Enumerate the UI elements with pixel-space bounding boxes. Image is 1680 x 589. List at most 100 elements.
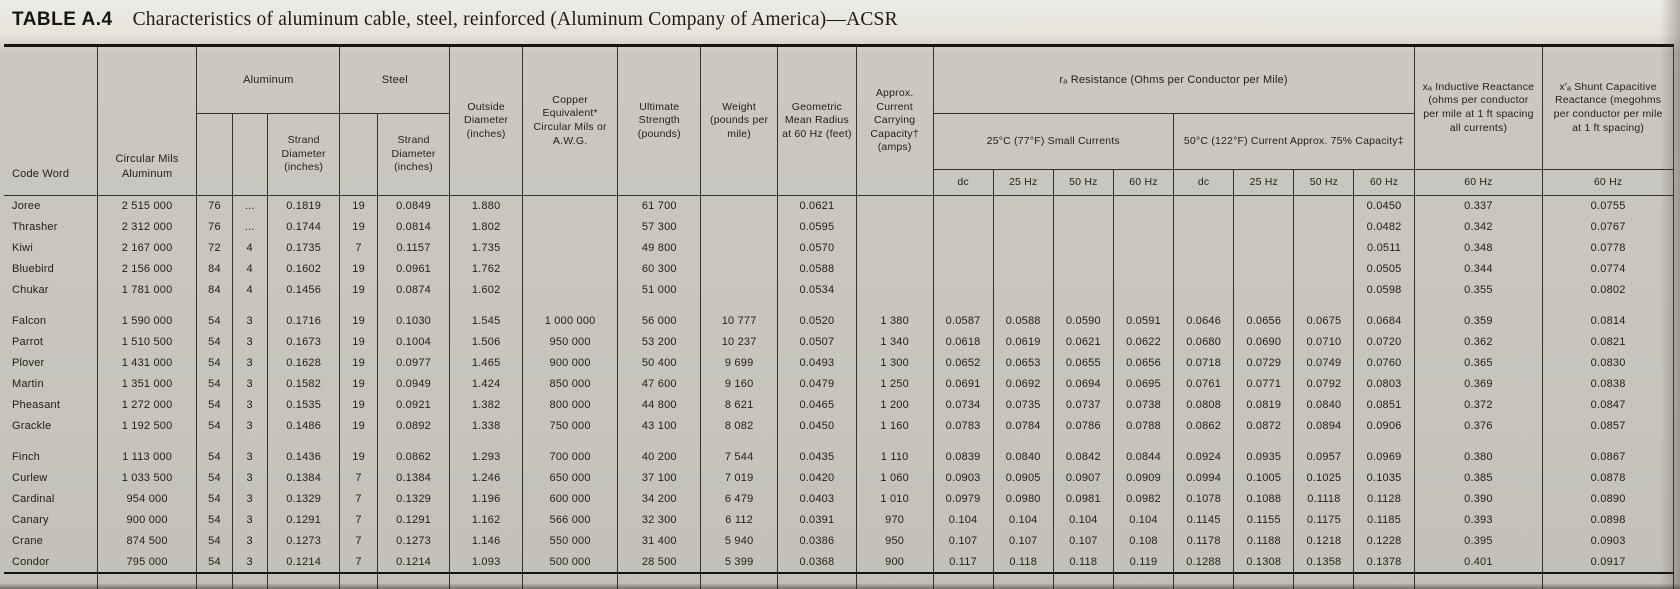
value-cell <box>1173 279 1234 301</box>
value-cell: 7 <box>339 467 378 489</box>
value-cell <box>196 572 233 589</box>
code-word-cell: Parrot <box>12 336 44 348</box>
value-cell: 3 <box>231 530 268 552</box>
value-cell: 2 515 000 <box>96 195 197 217</box>
table-row: Pheasant 1 272 000 54 3 0.1535 19 0.0921 1.382 8… <box>4 394 1674 416</box>
value-cell: 43 100 <box>617 415 701 437</box>
table-row: Cardinal 954 000 54 3 0.1329 7 0.1329 1.196 600 … <box>4 488 1674 510</box>
value-cell: 0.0862 <box>376 436 450 468</box>
value-cell: 1.465 <box>449 352 523 374</box>
value-cell <box>700 195 778 217</box>
value-cell: 600 000 <box>521 488 618 510</box>
value-cell: 3 <box>231 300 268 332</box>
value-cell: 566 000 <box>521 509 618 531</box>
value-cell: 3 <box>231 509 268 531</box>
value-cell <box>700 258 778 280</box>
code-word-cell: Finch <box>12 451 40 463</box>
value-cell <box>992 195 1054 217</box>
col-header-weight: Weight (pounds per mile) <box>700 45 778 196</box>
table-row: Parrot 1 510 500 54 3 0.1673 19 0.1004 1.506 950… <box>4 331 1674 353</box>
value-cell: 0.104 <box>932 509 994 531</box>
value-cell: 53 200 <box>617 331 701 353</box>
value-cell: 19 <box>339 195 378 217</box>
value-cell <box>855 258 933 280</box>
value-cell: 4 <box>231 279 268 301</box>
col-header-geometric-mean-radius: Geometric Mean Radius at 60 Hz (feet) <box>776 45 857 196</box>
value-cell <box>1233 258 1294 280</box>
value-cell <box>1112 279 1174 301</box>
value-cell: 1 000 000 <box>521 300 618 332</box>
value-cell: 1 590 000 <box>96 300 197 332</box>
table-row: Thrasher 2 312 000 76... 0.1744 19 0.0814 1.80… <box>4 216 1674 238</box>
table-number-label: TABLE A.4 <box>12 9 113 30</box>
col-header-circular-mils: Circular Mils Aluminum <box>96 45 198 196</box>
value-cell: 0.0830 <box>1542 352 1674 374</box>
value-cell: 0.0814 <box>376 216 450 238</box>
value-cell: 0.108 <box>1112 530 1174 552</box>
value-cell: 0.1384 <box>266 467 340 489</box>
value-cell: 0.1329 <box>266 488 340 510</box>
value-cell <box>1173 572 1234 589</box>
value-cell: 0.1486 <box>266 415 340 437</box>
value-cell: 2 312 000 <box>96 216 197 238</box>
value-cell: 0.0656 <box>1112 352 1174 374</box>
value-cell <box>1173 195 1234 217</box>
value-cell: 0.401 <box>1413 551 1543 574</box>
table-row: Canary 900 000 54 3 0.1291 7 0.1291 1.162 566 00… <box>4 509 1674 531</box>
value-cell: 0.1005 <box>1233 467 1294 489</box>
value-cell: 0.0368 <box>776 551 857 574</box>
value-cell: 954 000 <box>96 488 197 510</box>
value-cell: 0.0618 <box>932 331 994 353</box>
value-cell: 3 <box>231 551 268 574</box>
col-header-25c-60hz: 60 Hz <box>1112 169 1175 196</box>
value-cell: 19 <box>339 300 378 332</box>
value-cell <box>1112 216 1174 238</box>
value-cell: 0.359 <box>1413 300 1543 332</box>
value-cell: 0.104 <box>1112 509 1174 531</box>
value-cell: 0.0680 <box>1173 331 1234 353</box>
table-header: Code Word Circular Mils Aluminum Aluminu… <box>4 45 1674 196</box>
value-cell: 47 600 <box>617 373 701 395</box>
value-cell: 54 <box>196 373 233 395</box>
value-cell: 0.393 <box>1413 509 1543 531</box>
value-cell: 1 160 <box>855 415 933 437</box>
value-cell <box>1233 216 1294 238</box>
value-cell: 3 <box>231 331 268 353</box>
value-cell: 1 060 <box>855 467 933 489</box>
value-cell: 7 544 <box>700 436 778 468</box>
value-cell: 54 <box>196 352 233 374</box>
value-cell: 0.0710 <box>1293 331 1354 353</box>
table-body: Joree 2 515 000 76... 0.1819 19 0.0849 1.880 61… <box>4 195 1674 589</box>
value-cell: 0.0771 <box>1233 373 1294 395</box>
value-cell: 0.1030 <box>376 300 450 332</box>
value-cell: 1.196 <box>449 488 523 510</box>
value-cell: 0.0720 <box>1353 331 1415 353</box>
value-cell <box>932 258 994 280</box>
value-cell: 0.1744 <box>266 216 340 238</box>
code-word-cell: Pheasant <box>12 399 61 411</box>
table-row: Finch 1 113 000 54 3 0.1436 19 0.0862 1.293 700 … <box>4 436 1674 468</box>
value-cell: 2 167 000 <box>96 237 197 259</box>
value-cell: 1 110 <box>855 436 933 468</box>
value-cell: 0.0982 <box>1112 488 1174 510</box>
value-cell: 0.0520 <box>776 300 857 332</box>
value-cell: 0.0840 <box>1293 394 1354 416</box>
value-cell: 8 621 <box>700 394 778 416</box>
value-cell <box>1233 279 1294 301</box>
value-cell: 0.0507 <box>776 331 857 353</box>
col-header-current-capacity: Approx. Current Carrying Capacity† (amps… <box>855 45 934 196</box>
value-cell: 0.344 <box>1413 258 1543 280</box>
value-cell: 9 699 <box>700 352 778 374</box>
value-cell: 0.1673 <box>266 331 340 353</box>
code-word-cell: Kiwi <box>12 242 33 254</box>
value-cell: 0.1291 <box>376 509 450 531</box>
value-cell <box>1233 572 1294 589</box>
value-cell: 19 <box>339 352 378 374</box>
value-cell <box>1293 258 1354 280</box>
value-cell: 0.0534 <box>776 279 857 301</box>
value-cell <box>776 572 857 589</box>
value-cell: 1.162 <box>449 509 523 531</box>
code-word-cell: Joree <box>4 195 98 217</box>
value-cell: 54 <box>196 436 233 468</box>
value-cell: 76 <box>196 216 233 238</box>
